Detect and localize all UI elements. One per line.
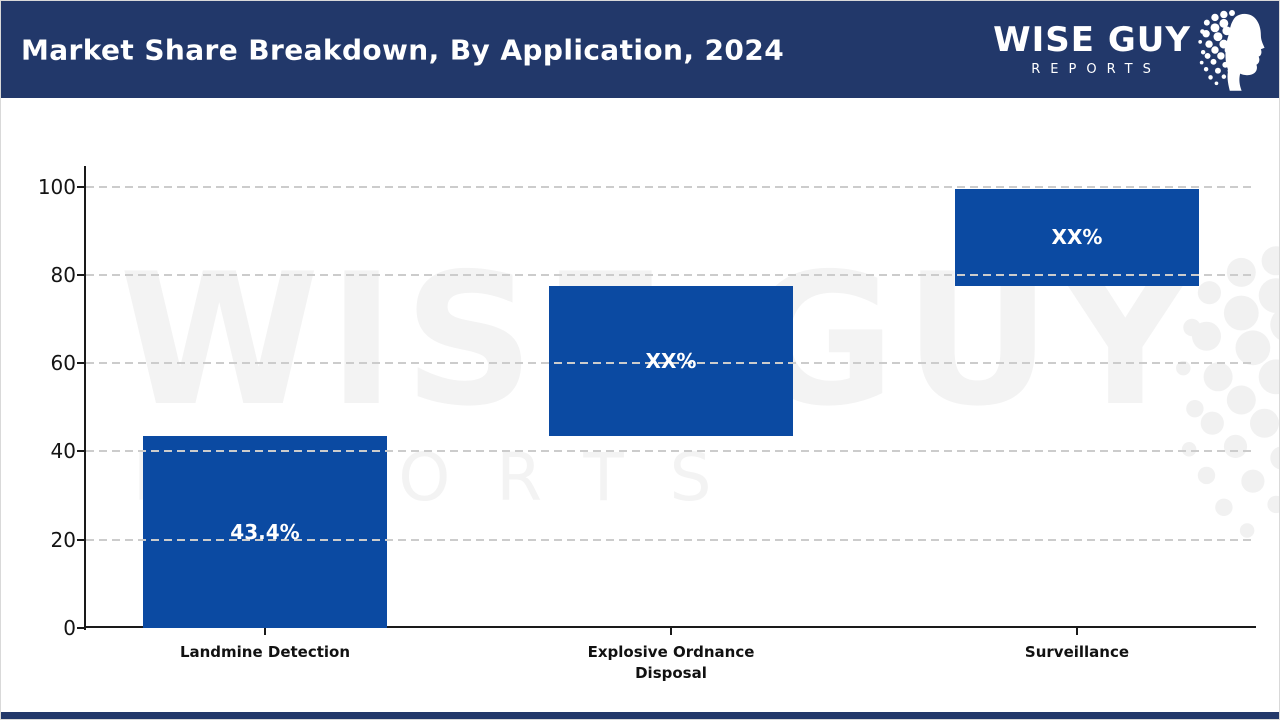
gridline bbox=[86, 273, 1256, 276]
x-tick-mark bbox=[670, 628, 672, 635]
gridline bbox=[86, 538, 1256, 541]
x-tick-mark bbox=[264, 628, 266, 635]
bar-chart-plot-area: 0 20 40 60 80 100 43.4% Landmine Detection XX% Ex… bbox=[38, 166, 1256, 682]
wiseguy-face-icon bbox=[1198, 10, 1265, 91]
header-band: Market Share Breakdown, By Application, … bbox=[1, 1, 1279, 98]
gridline bbox=[86, 185, 1256, 188]
y-tick-label: 100 bbox=[37, 174, 76, 199]
page-title: Market Share Breakdown, By Application, … bbox=[21, 33, 785, 66]
x-category-label: Explosive Ordnance Disposal bbox=[587, 643, 755, 682]
bar-1 bbox=[143, 436, 387, 628]
bar-value-label: XX% bbox=[1051, 225, 1103, 250]
x-category-label: Landmine Detection bbox=[179, 643, 351, 661]
y-tick-mark bbox=[77, 185, 84, 188]
y-tick-label: 40 bbox=[50, 439, 76, 464]
footer-band bbox=[1, 712, 1279, 719]
y-tick-mark bbox=[77, 450, 84, 453]
logo-wordmark: WISE GUY bbox=[993, 20, 1191, 61]
y-tick-label: 20 bbox=[50, 527, 76, 552]
gridline bbox=[86, 362, 1256, 365]
gridline bbox=[86, 450, 1256, 453]
wiseguy-logo-text: WISE GUY REPORTS bbox=[993, 20, 1191, 77]
x-axis-line bbox=[84, 626, 1256, 628]
bar-3 bbox=[954, 188, 1199, 286]
bar-2 bbox=[549, 286, 793, 437]
y-tick-mark bbox=[77, 627, 84, 629]
y-tick-mark bbox=[77, 273, 84, 276]
y-tick-mark bbox=[77, 362, 84, 365]
bar-value-label: XX% bbox=[645, 349, 697, 374]
y-tick-label: 0 bbox=[63, 616, 76, 640]
logo-subtitle: REPORTS bbox=[1031, 61, 1161, 77]
bar-value-label: 43.4% bbox=[230, 520, 300, 545]
x-category-label: Surveillance bbox=[1024, 643, 1130, 661]
wiseguy-logo: WISE GUY REPORTS bbox=[993, 7, 1269, 93]
y-tick-mark bbox=[77, 538, 84, 541]
x-tick-mark bbox=[1075, 628, 1078, 635]
y-tick-label: 60 bbox=[50, 351, 76, 376]
y-axis-line bbox=[84, 166, 86, 630]
y-tick-label: 80 bbox=[50, 262, 76, 287]
